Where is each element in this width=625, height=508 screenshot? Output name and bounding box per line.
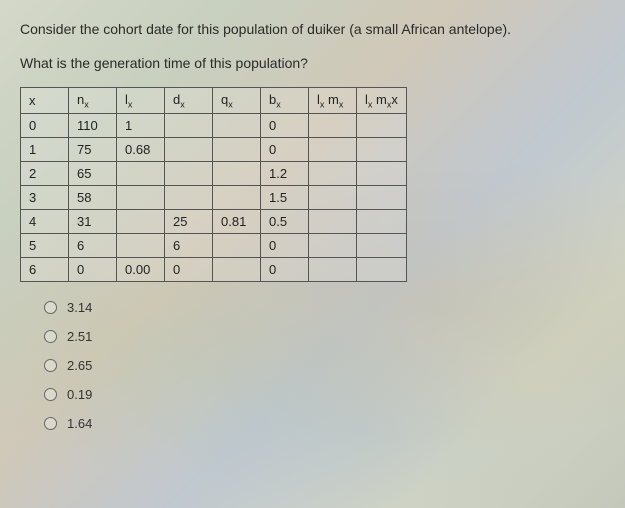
table-cell: 6 (21, 258, 69, 282)
table-cell (357, 258, 407, 282)
option-label: 1.64 (67, 416, 92, 431)
table-cell: 0 (261, 258, 309, 282)
question-line-2: What is the generation time of this popu… (20, 52, 605, 74)
answer-option[interactable]: 1.64 (44, 416, 605, 431)
table-body: 0110101750.6802651.23581.5431250.810.556… (21, 114, 407, 282)
answer-option[interactable]: 2.51 (44, 329, 605, 344)
table-row: 1750.68 0 (21, 138, 407, 162)
table-cell: 3 (21, 186, 69, 210)
table-cell (117, 234, 165, 258)
table-cell (117, 186, 165, 210)
radio-icon[interactable] (44, 417, 57, 430)
table-cell (357, 210, 407, 234)
table-cell: 5 (21, 234, 69, 258)
table-cell (165, 138, 213, 162)
table-cell: 65 (69, 162, 117, 186)
table-cell: 0 (261, 138, 309, 162)
table-cell: 1.2 (261, 162, 309, 186)
table-row: 5660 (21, 234, 407, 258)
table-cell (117, 210, 165, 234)
col-x: x (21, 87, 69, 114)
col-lx: lx (117, 87, 165, 114)
table-cell: 0.5 (261, 210, 309, 234)
radio-icon[interactable] (44, 388, 57, 401)
col-lxmxx: lx mxx (357, 87, 407, 114)
table-cell: 6 (165, 234, 213, 258)
answer-option[interactable]: 2.65 (44, 358, 605, 373)
table-cell: 75 (69, 138, 117, 162)
option-label: 0.19 (67, 387, 92, 402)
table-cell: 1.5 (261, 186, 309, 210)
table-cell: 58 (69, 186, 117, 210)
table-cell (213, 162, 261, 186)
table-cell (357, 186, 407, 210)
table-cell (309, 258, 357, 282)
table-cell (165, 114, 213, 138)
table-cell: 0.68 (117, 138, 165, 162)
table-cell (309, 186, 357, 210)
table-cell (357, 138, 407, 162)
col-nx: nx (69, 87, 117, 114)
table-cell (213, 258, 261, 282)
table-cell: 110 (69, 114, 117, 138)
table-cell: 31 (69, 210, 117, 234)
option-label: 2.51 (67, 329, 92, 344)
table-cell (309, 162, 357, 186)
table-cell: 2 (21, 162, 69, 186)
table-row: 265 1.2 (21, 162, 407, 186)
table-row: 011010 (21, 114, 407, 138)
table-cell: 0 (261, 114, 309, 138)
col-bx: bx (261, 87, 309, 114)
table-cell: 6 (69, 234, 117, 258)
question-line-1: Consider the cohort date for this popula… (20, 18, 605, 40)
table-cell: 0 (69, 258, 117, 282)
table-cell (309, 210, 357, 234)
table-cell (117, 162, 165, 186)
table-cell (165, 162, 213, 186)
table-cell: 0 (261, 234, 309, 258)
table-cell (213, 234, 261, 258)
table-cell (357, 162, 407, 186)
table-cell: 25 (165, 210, 213, 234)
table-row: 431 250.810.5 (21, 210, 407, 234)
table-cell: 1 (117, 114, 165, 138)
option-label: 3.14 (67, 300, 92, 315)
table-cell (357, 114, 407, 138)
radio-icon[interactable] (44, 330, 57, 343)
table-cell (165, 186, 213, 210)
table-row: 600.0000 (21, 258, 407, 282)
table-cell (309, 114, 357, 138)
table-cell: 0.00 (117, 258, 165, 282)
table-cell: 1 (21, 138, 69, 162)
question-block: Consider the cohort date for this popula… (20, 18, 605, 75)
table-cell: 0.81 (213, 210, 261, 234)
table-cell (309, 234, 357, 258)
answer-option[interactable]: 0.19 (44, 387, 605, 402)
table-cell (213, 138, 261, 162)
table-cell (357, 234, 407, 258)
table-cell (213, 114, 261, 138)
radio-icon[interactable] (44, 359, 57, 372)
option-label: 2.65 (67, 358, 92, 373)
radio-icon[interactable] (44, 301, 57, 314)
table-cell: 4 (21, 210, 69, 234)
table-header-row: x nx lx dx qx bx lx mx lx mxx (21, 87, 407, 114)
table-cell (309, 138, 357, 162)
answer-option[interactable]: 3.14 (44, 300, 605, 315)
answer-options: 3.14 2.51 2.65 0.19 1.64 (20, 300, 605, 431)
col-qx: qx (213, 87, 261, 114)
table-cell: 0 (165, 258, 213, 282)
col-dx: dx (165, 87, 213, 114)
table-cell (213, 186, 261, 210)
table-cell: 0 (21, 114, 69, 138)
cohort-table: x nx lx dx qx bx lx mx lx mxx 0110101750… (20, 87, 407, 283)
table-row: 358 1.5 (21, 186, 407, 210)
col-lxmx: lx mx (309, 87, 357, 114)
